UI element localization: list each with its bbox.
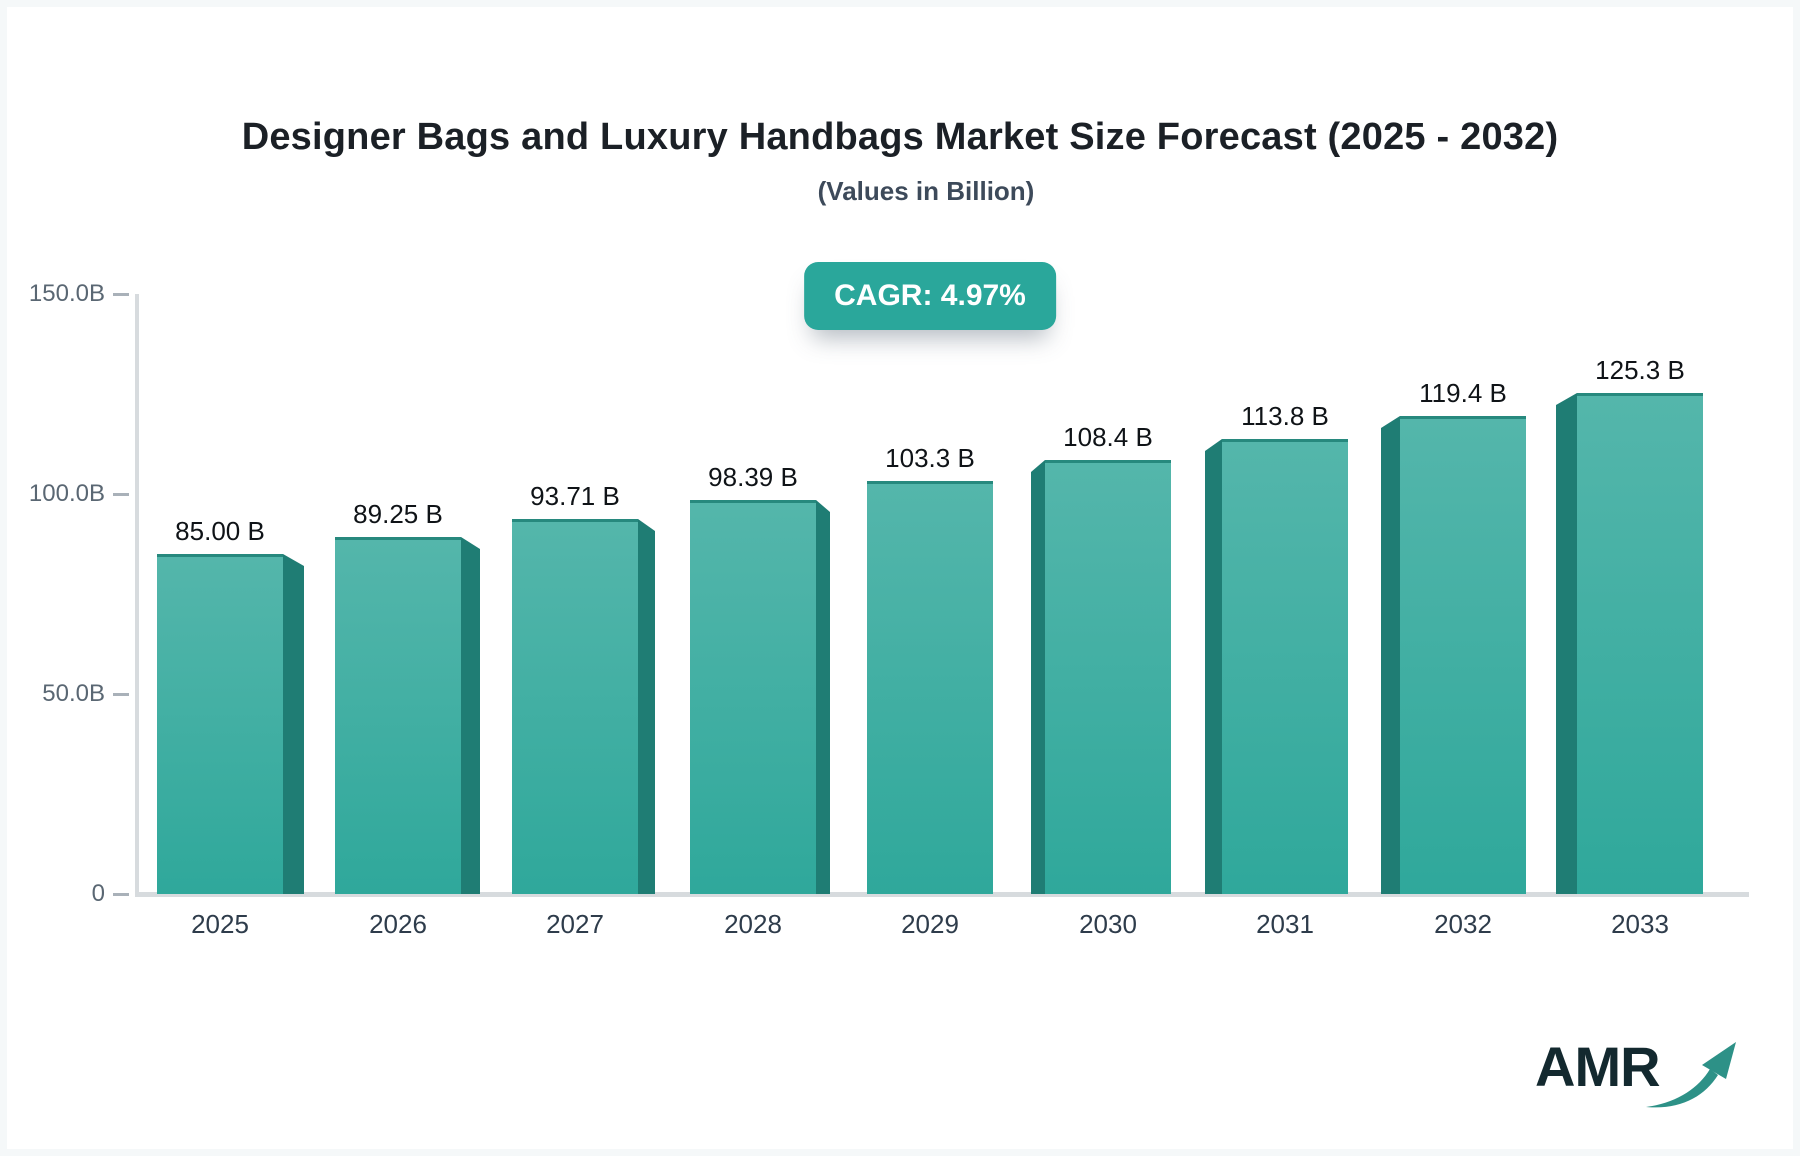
x-tick-label: 2029 bbox=[901, 909, 959, 939]
brand-logo-text: AMR bbox=[1535, 1035, 1661, 1098]
bar-value-label: 103.3 B bbox=[885, 443, 975, 473]
bar-3d-side bbox=[1205, 439, 1222, 894]
bar-value-label: 125.3 B bbox=[1595, 355, 1685, 385]
y-tick-dash bbox=[113, 293, 129, 296]
chart-card: Designer Bags and Luxury Handbags Market… bbox=[7, 7, 1793, 1149]
bar-2030[interactable] bbox=[1045, 460, 1171, 894]
bar-3d-side bbox=[638, 519, 655, 894]
y-tick-dash bbox=[113, 693, 129, 696]
x-tick-label: 2032 bbox=[1434, 909, 1492, 939]
x-axis-line bbox=[135, 892, 1749, 897]
cagr-badge: CAGR: 4.97% bbox=[804, 262, 1056, 330]
bar-2029[interactable] bbox=[867, 481, 993, 894]
y-tick-label: 50.0B bbox=[42, 680, 105, 707]
y-axis-line bbox=[135, 294, 139, 897]
bar-value-label: 98.39 B bbox=[708, 462, 798, 492]
bar-3d-side bbox=[1381, 416, 1400, 894]
bar-value-label: 85.00 B bbox=[175, 516, 265, 546]
x-tick-label: 2026 bbox=[369, 909, 427, 939]
x-tick-label: 2028 bbox=[724, 909, 782, 939]
y-tick-dash bbox=[113, 493, 129, 496]
bar-2026[interactable] bbox=[335, 537, 461, 894]
bar-3d-side bbox=[816, 500, 830, 894]
bar-2032[interactable] bbox=[1400, 416, 1526, 894]
bar-2027[interactable] bbox=[512, 519, 638, 894]
bar-2028[interactable] bbox=[690, 500, 816, 894]
y-tick-label: 150.0B bbox=[28, 280, 105, 307]
bar-3d-side bbox=[283, 554, 304, 894]
y-tick-dash bbox=[113, 893, 129, 896]
x-tick-label: 2027 bbox=[546, 909, 604, 939]
x-tick-label: 2030 bbox=[1079, 909, 1137, 939]
trending-up-arrow-icon bbox=[1645, 1042, 1736, 1108]
bar-value-label: 108.4 B bbox=[1063, 422, 1153, 452]
bar-2031[interactable] bbox=[1222, 439, 1348, 894]
bar-value-label: 113.8 B bbox=[1241, 401, 1329, 431]
chart-subtitle: (Values in Billion) bbox=[817, 176, 1035, 206]
bar-value-label: 119.4 B bbox=[1419, 378, 1507, 408]
bar-value-label: 93.71 B bbox=[530, 481, 620, 511]
bar-3d-side bbox=[1031, 460, 1045, 894]
y-tick-label: 0 bbox=[91, 880, 105, 907]
y-tick-label: 100.0B bbox=[28, 480, 105, 507]
brand-logo: AMR bbox=[1535, 1037, 1744, 1111]
bar-2025[interactable] bbox=[157, 554, 283, 894]
bar-value-label: 89.25 B bbox=[353, 499, 443, 529]
x-tick-label: 2033 bbox=[1611, 909, 1669, 939]
bar-3d-side bbox=[1556, 393, 1577, 894]
x-tick-label: 2031 bbox=[1256, 909, 1314, 939]
chart-title: Designer Bags and Luxury Handbags Market… bbox=[241, 116, 1559, 158]
bar-2033[interactable] bbox=[1577, 393, 1703, 894]
bar-3d-side bbox=[461, 537, 480, 894]
x-tick-label: 2025 bbox=[191, 909, 249, 939]
